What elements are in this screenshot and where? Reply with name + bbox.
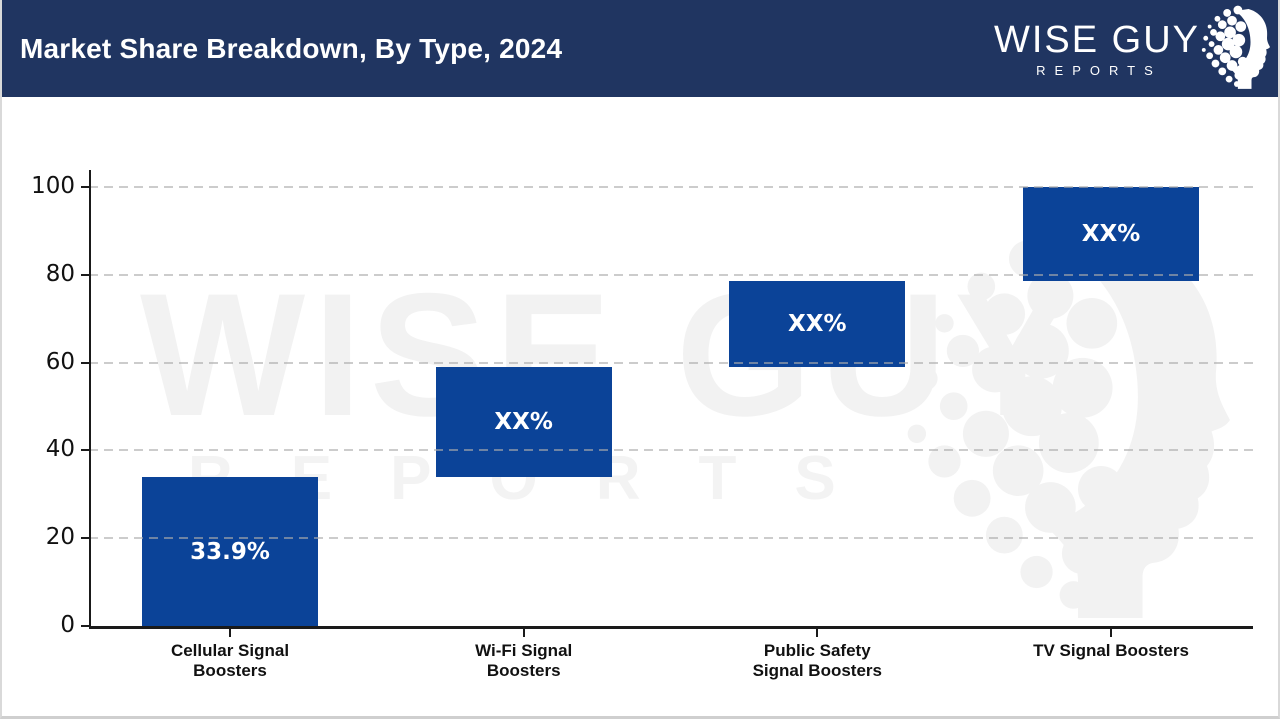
y-tick-label: 80 — [45, 260, 75, 287]
gridline — [89, 186, 1253, 188]
y-tick-label: 40 — [45, 436, 75, 463]
y-tick — [81, 625, 89, 627]
category-label: Public Safety Signal Boosters — [707, 641, 927, 681]
logo-text-block: WISE GUY REPORTS — [994, 21, 1200, 78]
category-label-line: Boosters — [193, 661, 267, 680]
y-tick-label: 0 — [60, 612, 75, 638]
category-label: TV Signal Boosters — [1001, 641, 1221, 661]
page-title: Market Share Breakdown, By Type, 2024 — [20, 32, 563, 64]
y-tick-label: 100 — [31, 173, 75, 199]
x-tick — [522, 629, 525, 637]
category-label: Cellular Signal Boosters — [120, 641, 340, 681]
y-tick — [81, 449, 89, 452]
y-tick — [81, 361, 89, 364]
wiseguy-head-icon — [1196, 5, 1270, 93]
wiseguy-logo: WISE GUY REPORTS — [994, 5, 1270, 93]
category-label-line: Boosters — [486, 661, 561, 680]
waterfall-chart: 33.9% XX% XX% XX% 0 20 40 60 80 100 Cellular Signa… — [0, 97, 1280, 717]
header-bar: Market Share Breakdown, By Type, 2024 WI… — [0, 0, 1280, 97]
y-tick — [81, 537, 89, 540]
x-tick — [229, 629, 231, 637]
bar-public-safety-signal-boosters — [729, 280, 906, 367]
bar-value-label: XX% — [494, 409, 553, 436]
category-label-line: Wi-Fi Signal — [475, 641, 573, 660]
gridline — [89, 537, 1253, 540]
gridline — [89, 361, 1253, 364]
x-tick — [816, 629, 819, 637]
y-tick-label: 20 — [45, 524, 75, 551]
y-tick — [81, 273, 89, 276]
gridline — [89, 449, 1253, 452]
bar-value-label: 33.9% — [190, 538, 270, 565]
bar-cellular-signal-boosters — [142, 477, 318, 626]
bar-wi-fi-signal-boosters — [435, 366, 612, 478]
bar-value-label: XX% — [1081, 220, 1141, 247]
category-label-line: Cellular Signal — [170, 641, 290, 660]
gridline — [89, 273, 1253, 276]
x-axis — [89, 626, 1253, 629]
y-tick-label: 60 — [45, 348, 75, 375]
bar-tv-signal-boosters — [1023, 187, 1199, 281]
category-label-line: TV Signal Boosters — [1033, 641, 1189, 660]
logo-reports-text: REPORTS — [1036, 62, 1162, 78]
y-axis — [89, 170, 91, 628]
bar-value-label: XX% — [788, 310, 847, 337]
logo-wiseguy-text: WISE GUY — [993, 18, 1200, 61]
category-label-line: Public Safety — [763, 641, 871, 660]
x-tick — [1110, 629, 1112, 637]
y-tick — [81, 186, 89, 188]
category-label: Wi-Fi Signal Boosters — [414, 641, 634, 681]
category-label-line: Signal Boosters — [752, 661, 882, 680]
